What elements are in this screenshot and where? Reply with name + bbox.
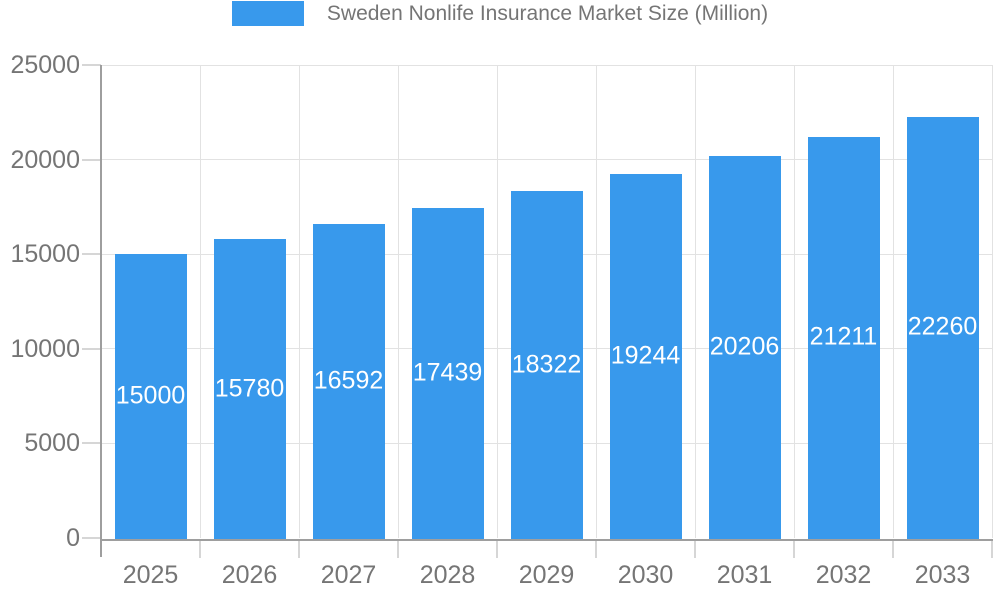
y-axis-tick — [82, 537, 101, 539]
bar[interactable] — [114, 254, 187, 539]
legend[interactable]: Sweden Nonlife Insurance Market Size (Mi… — [0, 0, 1000, 27]
bar-value-label: 21211 — [809, 322, 878, 351]
bar-value-label: 22260 — [907, 312, 978, 341]
y-axis-line — [100, 65, 102, 557]
x-tick-label: 2025 — [122, 561, 179, 589]
v-gridline — [694, 65, 696, 538]
x-axis-tick — [199, 541, 201, 558]
x-axis-tick — [595, 541, 597, 558]
h-gridline — [101, 159, 992, 161]
x-tick-label: 2032 — [815, 561, 872, 589]
bar-value-label: 15000 — [115, 381, 186, 410]
x-axis-tick — [892, 541, 894, 558]
bar-value-label: 20206 — [709, 332, 780, 361]
x-axis-tick — [397, 541, 399, 558]
bar[interactable] — [510, 191, 583, 539]
v-gridline — [199, 65, 201, 538]
y-axis-tick — [82, 442, 101, 445]
v-gridline — [892, 65, 894, 538]
bar[interactable] — [807, 136, 880, 539]
x-axis-tick — [496, 541, 498, 558]
bar[interactable] — [609, 173, 682, 539]
x-tick-label: 2031 — [716, 561, 773, 589]
x-tick-label: 2030 — [617, 561, 674, 589]
legend-swatch — [231, 1, 304, 26]
bar-value-label: 16592 — [313, 366, 384, 395]
y-axis-tick — [82, 347, 101, 350]
x-tick-label: 2033 — [914, 561, 971, 589]
x-tick-label: 2028 — [419, 561, 476, 589]
y-axis-tick — [82, 158, 101, 161]
bar-value-label: 15780 — [214, 374, 285, 403]
v-gridline — [298, 65, 300, 538]
x-tick-label: 2026 — [221, 561, 278, 589]
bar[interactable] — [708, 155, 781, 539]
bar[interactable] — [411, 208, 484, 539]
y-tick-label: 25000 — [10, 51, 80, 79]
bar-value-label: 18322 — [511, 350, 582, 379]
x-axis-tick — [793, 541, 795, 558]
y-tick-label: 20000 — [10, 145, 80, 174]
bar[interactable] — [213, 239, 286, 539]
x-tick-label: 2027 — [320, 561, 377, 589]
x-axis-line — [100, 539, 993, 541]
h-gridline — [101, 64, 992, 66]
x-axis-tick — [694, 541, 696, 558]
y-axis-tick — [82, 253, 101, 256]
v-gridline — [595, 65, 597, 538]
x-axis-tick — [298, 541, 300, 558]
v-gridline — [496, 65, 498, 538]
y-tick-label: 0 — [66, 524, 80, 552]
bar-value-label: 19244 — [610, 341, 681, 370]
v-gridline — [991, 65, 993, 538]
bar[interactable] — [906, 116, 979, 539]
y-tick-label: 5000 — [24, 429, 80, 458]
y-axis-tick — [82, 64, 101, 66]
bar[interactable] — [312, 224, 385, 539]
x-tick-label: 2029 — [518, 561, 575, 589]
v-gridline — [793, 65, 795, 538]
y-tick-label: 15000 — [10, 240, 80, 269]
x-axis-tick — [991, 541, 993, 558]
v-gridline — [397, 65, 399, 538]
legend-label: Sweden Nonlife Insurance Market Size (Mi… — [326, 1, 769, 25]
y-tick-label: 10000 — [10, 334, 80, 363]
bar-value-label: 17439 — [412, 358, 483, 387]
